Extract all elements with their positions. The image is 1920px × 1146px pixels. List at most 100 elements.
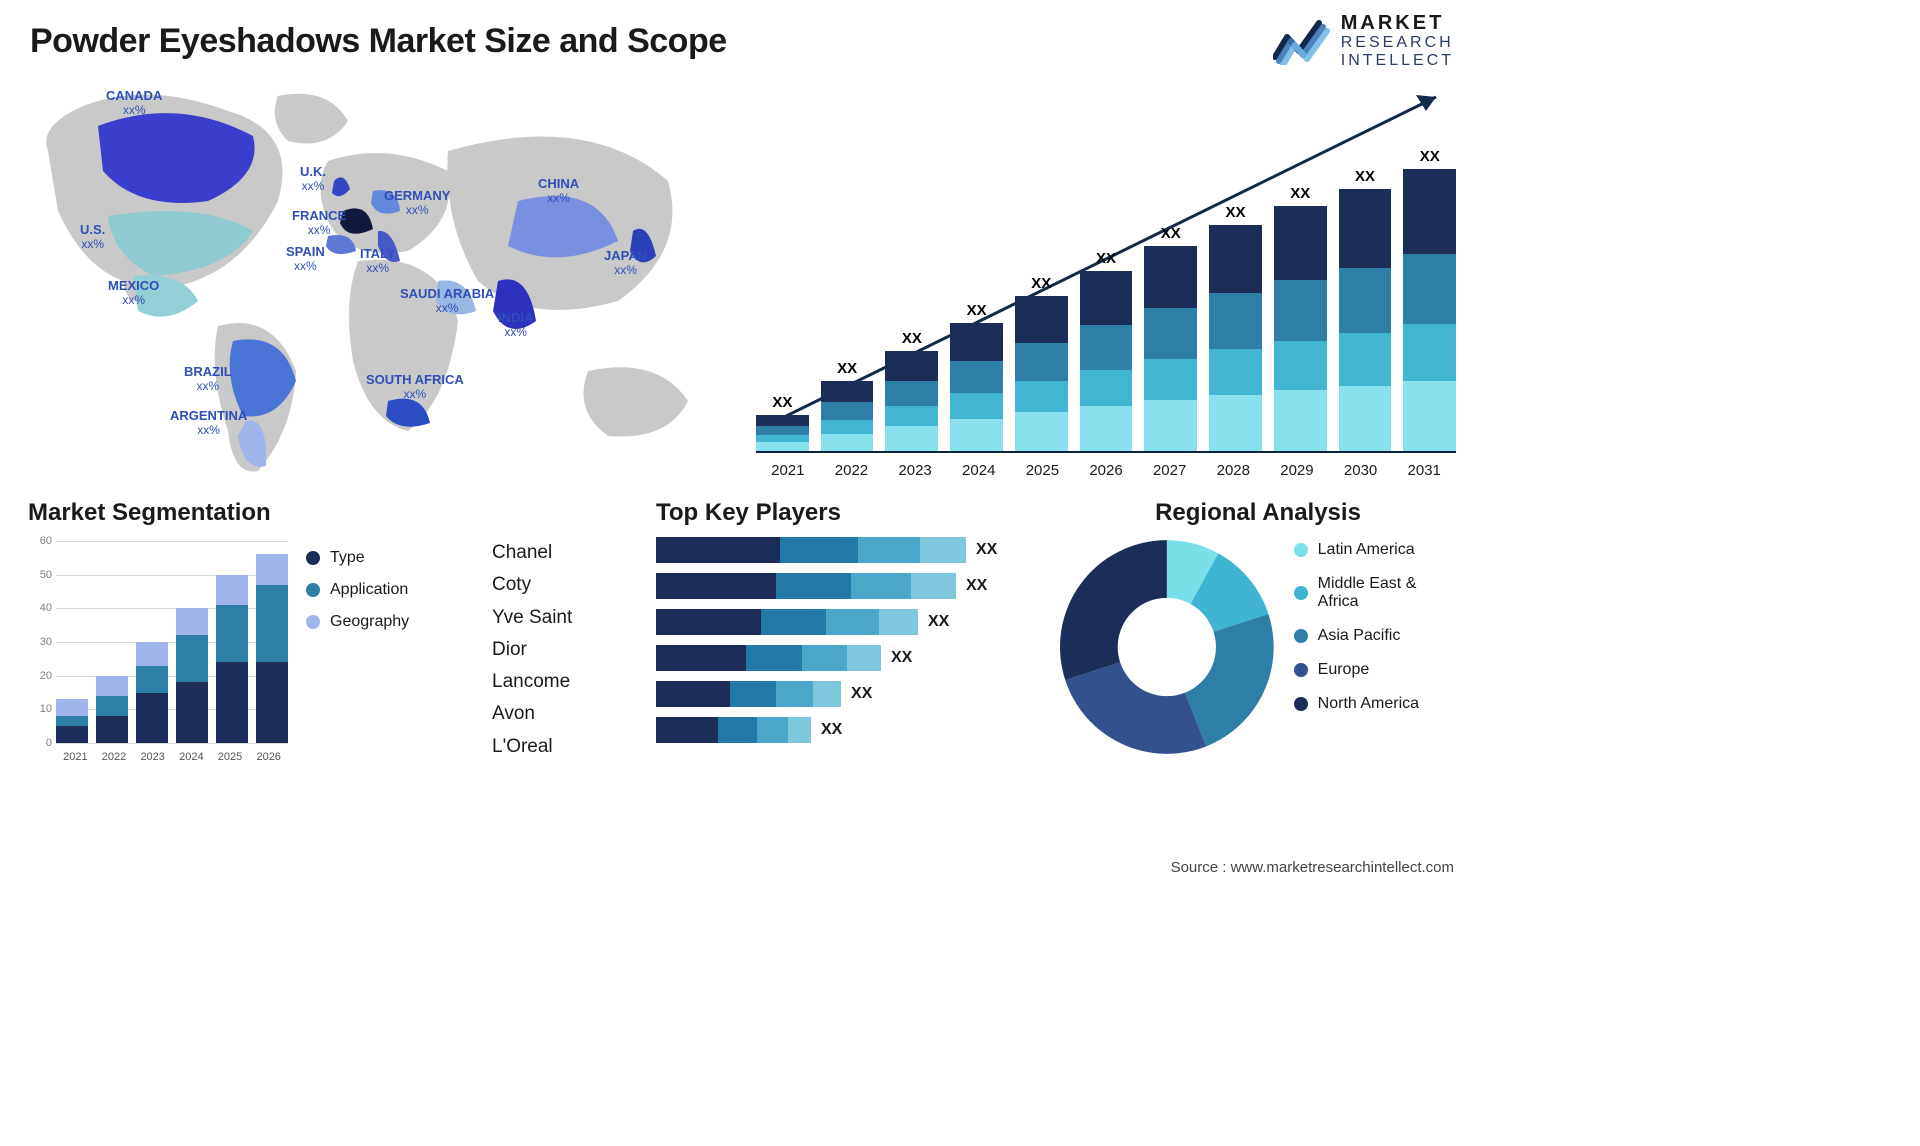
bar-segment xyxy=(756,415,809,426)
seg-x-label: 2025 xyxy=(211,751,250,763)
key-players-chart: XXXXXXXXXXXX xyxy=(656,537,986,755)
bar-segment xyxy=(756,426,809,435)
keyplayer-bar-part xyxy=(911,573,956,599)
company-item: Chanel xyxy=(492,537,632,569)
bar-segment xyxy=(1403,254,1456,325)
seg-bar-part xyxy=(176,682,208,743)
keyplayer-bar-part xyxy=(656,537,780,563)
company-item: L'Oreal xyxy=(492,731,632,763)
keyplayer-bar: XX xyxy=(656,609,968,635)
x-tick-label: 2027 xyxy=(1138,462,1202,479)
bar-segment xyxy=(885,426,938,451)
keyplayer-bar-part xyxy=(761,609,827,635)
keyplayer-bar-part xyxy=(920,537,967,563)
bar-segment xyxy=(1274,390,1327,451)
keyplayer-bar: XX xyxy=(656,537,1016,563)
key-players-title: Top Key Players xyxy=(656,499,1046,527)
bar-segment xyxy=(950,323,1003,361)
y-tick-label: 30 xyxy=(28,636,52,648)
x-tick-label: 2028 xyxy=(1201,462,1265,479)
seg-x-label: 2024 xyxy=(172,751,211,763)
map-label-india: INDIAxx% xyxy=(498,311,533,340)
source-footer: Source : www.marketresearchintellect.com xyxy=(1171,859,1454,876)
company-item: Lancome xyxy=(492,666,632,698)
donut-legend-item: Asia Pacific xyxy=(1294,627,1456,645)
keyplayer-bar-part xyxy=(788,717,811,743)
seg-bar xyxy=(176,608,208,743)
bar-segment xyxy=(1339,189,1392,268)
bar-value-label: XX xyxy=(967,302,987,319)
keyplayer-bar-part xyxy=(656,717,718,743)
bar-segment xyxy=(756,435,809,442)
seg-bar-part xyxy=(216,605,248,662)
bar-segment xyxy=(950,419,1003,451)
keyplayer-bar-part xyxy=(730,681,776,707)
bar-segment xyxy=(950,361,1003,393)
keyplayer-bar-part xyxy=(847,645,881,671)
bar-segment xyxy=(1144,246,1197,308)
company-item: Coty xyxy=(492,569,632,601)
bar-value-label: XX xyxy=(1355,168,1375,185)
bar-value-label: XX xyxy=(1161,225,1181,242)
legend-item: Application xyxy=(306,581,409,599)
bar-segment xyxy=(1403,169,1456,254)
keyplayer-bar-part xyxy=(746,645,802,671)
x-tick-label: 2030 xyxy=(1329,462,1393,479)
bar-col-2021: XX xyxy=(756,394,809,451)
map-label-south-africa: SOUTH AFRICAxx% xyxy=(366,373,464,402)
seg-bar-part xyxy=(216,662,248,743)
legend-swatch xyxy=(1294,543,1308,557)
y-tick-label: 20 xyxy=(28,670,52,682)
bar-col-2029: XX xyxy=(1274,185,1327,451)
keyplayer-bar: XX xyxy=(656,681,891,707)
bar-segment xyxy=(1144,400,1197,451)
logo-line1: MARKET xyxy=(1341,12,1454,34)
keyplayer-bar-part xyxy=(780,537,858,563)
bar-segment xyxy=(885,351,938,381)
keyplayer-bar: XX xyxy=(656,717,861,743)
donut-legend-item: Middle East & Africa xyxy=(1294,575,1456,611)
seg-x-label: 2026 xyxy=(249,751,288,763)
bar-segment xyxy=(1015,381,1068,412)
bar-segment xyxy=(821,381,874,402)
keyplayer-value: XX xyxy=(976,541,997,559)
market-size-bar-chart: XXXXXXXXXXXXXXXXXXXXXX 20212022202320242… xyxy=(756,81,1456,481)
regional-donut xyxy=(1060,537,1274,757)
keyplayer-bar-part xyxy=(656,609,761,635)
seg-bar-part xyxy=(96,716,128,743)
seg-bar-part xyxy=(176,608,208,635)
legend-swatch xyxy=(306,615,320,629)
seg-bar-part xyxy=(256,585,288,662)
y-tick-label: 50 xyxy=(28,569,52,581)
bar-segment xyxy=(1015,343,1068,382)
x-tick-label: 2026 xyxy=(1074,462,1138,479)
map-label-japan: JAPANxx% xyxy=(604,249,647,278)
bar-segment xyxy=(1403,324,1456,380)
map-label-france: FRANCExx% xyxy=(292,209,346,238)
bar-segment xyxy=(1339,333,1392,385)
keyplayer-bar-part xyxy=(813,681,841,707)
x-tick-label: 2025 xyxy=(1011,462,1075,479)
keyplayer-bar: XX xyxy=(656,645,931,671)
y-tick-label: 10 xyxy=(28,703,52,715)
seg-bar-part xyxy=(256,662,288,743)
seg-bar xyxy=(216,575,248,743)
keyplayer-bar-part xyxy=(656,573,776,599)
y-tick-label: 60 xyxy=(28,535,52,547)
world-map: CANADAxx%U.S.xx%MEXICOxx%BRAZILxx%ARGENT… xyxy=(28,71,728,481)
x-tick-label: 2022 xyxy=(820,462,884,479)
logo-line2: RESEARCH xyxy=(1341,34,1454,52)
legend-label: Asia Pacific xyxy=(1318,627,1401,645)
legend-label: Latin America xyxy=(1318,541,1415,559)
bar-segment xyxy=(1209,395,1262,452)
donut-legend-item: Latin America xyxy=(1294,541,1456,559)
bar-value-label: XX xyxy=(1420,148,1440,165)
x-tick-label: 2024 xyxy=(947,462,1011,479)
seg-bar-part xyxy=(176,635,208,682)
map-label-brazil: BRAZILxx% xyxy=(184,365,232,394)
bar-col-2024: XX xyxy=(950,302,1003,451)
legend-label: North America xyxy=(1318,695,1419,713)
map-label-germany: GERMANYxx% xyxy=(384,189,450,218)
legend-label: Geography xyxy=(330,613,409,631)
company-item: Yve Saint xyxy=(492,602,632,634)
